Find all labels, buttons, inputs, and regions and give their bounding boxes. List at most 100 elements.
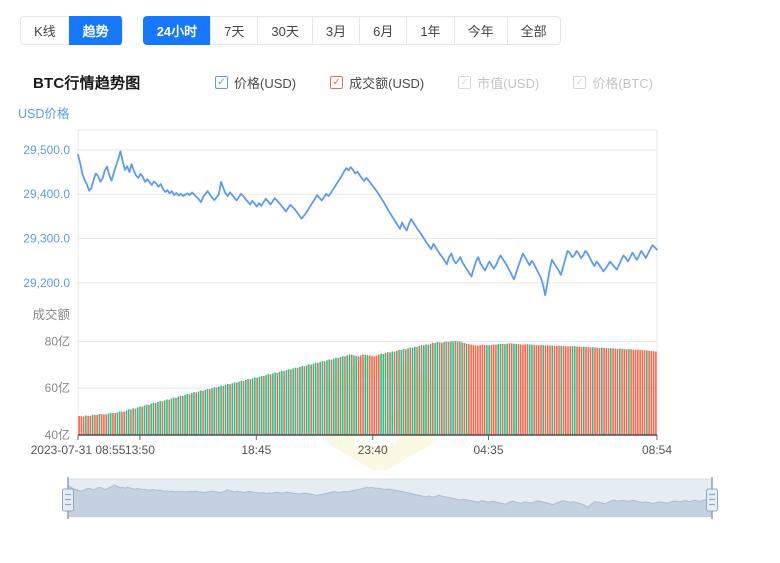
volume-bar [290, 369, 292, 435]
volume-bar [459, 341, 461, 435]
volume-bar [276, 372, 279, 435]
volume-bar [159, 401, 162, 435]
volume-bar [265, 375, 267, 435]
volume-bar [443, 342, 445, 435]
time-range-button-5[interactable]: 1年 [406, 16, 454, 45]
volume-bar [258, 376, 261, 435]
volume-bar [434, 343, 436, 435]
checkbox-icon[interactable]: ✓ [215, 76, 228, 89]
volume-bar [163, 400, 166, 435]
volume-bar [558, 345, 560, 435]
volume-bar [303, 366, 306, 435]
volume-bar [143, 405, 146, 435]
volume-bar [488, 345, 490, 435]
volume-bar [630, 349, 632, 435]
volume-axis-tick-label: 80亿 [45, 333, 70, 348]
volume-bar [326, 360, 328, 435]
volume-bar [564, 346, 567, 435]
x-axis-tick-label: 04:35 [473, 443, 503, 457]
checkbox-icon[interactable]: ✓ [573, 76, 587, 89]
volume-bar [382, 354, 385, 435]
legend-item-1[interactable]: ✓ 成交额(USD) [330, 73, 424, 92]
legend-item-label: 价格(USD) [234, 76, 297, 91]
volume-bar [157, 401, 159, 435]
volume-bar [364, 354, 367, 435]
time-range-button-1[interactable]: 7天 [210, 16, 258, 45]
zoom-slider-track[interactable] [0, 470, 780, 530]
volume-bar [560, 345, 563, 435]
volume-bar [450, 341, 452, 435]
chart-type-button-1[interactable]: 趋势 [68, 16, 123, 45]
chart-legend: ✓ 价格(USD) ✓ 成交额(USD) ✓ 市值(USD) ✓ 价格(BTC) [215, 73, 653, 92]
volume-bar [526, 344, 529, 435]
volume-bar [301, 365, 303, 435]
volume-bar [373, 356, 376, 435]
legend-item-0[interactable]: ✓ 价格(USD) [215, 73, 296, 92]
volume-bar [621, 348, 623, 435]
zoom-handle-left[interactable] [62, 477, 74, 519]
volume-bar [578, 346, 581, 435]
volume-bar [85, 415, 87, 435]
volume-bar [497, 344, 499, 435]
volume-bar [537, 345, 540, 435]
chart-toolbar: K线 趋势 24小时 7天 30天 3月 6月 1年 今年 全部 [20, 16, 561, 45]
volume-bar [227, 383, 229, 435]
volume-bar [136, 407, 139, 435]
chart-plot-area[interactable]: 29,500.0 29,400.0 29,300.0 29,200.0 USD价格 80亿… [0, 100, 780, 470]
volume-bar [468, 344, 470, 435]
volume-bar [96, 414, 98, 435]
volume-bar [112, 413, 114, 435]
time-range-button-0[interactable]: 24小时 [142, 16, 211, 45]
volume-bar [655, 351, 657, 435]
volume-bar [362, 354, 364, 435]
volume-bar [213, 387, 216, 435]
time-range-button-4[interactable]: 6月 [359, 16, 407, 45]
volume-bar [573, 346, 576, 435]
volume-bar [222, 385, 225, 435]
checkbox-icon[interactable]: ✓ [330, 76, 344, 89]
volume-bar [208, 389, 211, 435]
volume-bar [240, 380, 243, 435]
chart-type-button-0[interactable]: K线 [20, 16, 69, 45]
volume-bar [483, 344, 486, 436]
volume-bar [375, 355, 378, 435]
chart-header: BTC行情趋势图 ✓ 价格(USD) ✓ 成交额(USD) ✓ 市值(USD) ✓ 价格(BT… [0, 70, 780, 98]
volume-bar [218, 386, 220, 435]
volume-bar [308, 364, 310, 435]
volume-bar [204, 389, 207, 435]
time-range-button-7[interactable]: 全部 [506, 16, 561, 45]
volume-bar [256, 377, 258, 435]
data-zoom-slider[interactable] [0, 470, 780, 530]
volume-bar [546, 345, 549, 435]
volume-bar [188, 394, 191, 435]
volume-bar [569, 346, 572, 435]
volume-bar [245, 379, 247, 435]
volume-bar [368, 355, 371, 435]
volume-bar [339, 357, 342, 435]
volume-bar [441, 342, 443, 435]
time-range-button-3[interactable]: 3月 [311, 16, 360, 45]
volume-bar [350, 354, 353, 435]
x-axis-tick-label: 13:50 [125, 443, 155, 457]
volume-bar [603, 347, 605, 435]
volume-bar [610, 348, 612, 435]
legend-item-3[interactable]: ✓ 价格(BTC) [573, 73, 653, 92]
volume-bar [150, 403, 153, 435]
volume-bar [562, 346, 565, 435]
volume-bar [628, 349, 630, 435]
volume-bar [359, 355, 362, 435]
volume-bar [576, 346, 578, 435]
volume-bar [643, 350, 646, 435]
legend-item-2[interactable]: ✓ 市值(USD) [458, 73, 539, 92]
checkbox-icon[interactable]: ✓ [458, 76, 472, 89]
price-volume-chart[interactable]: 29,500.0 29,400.0 29,300.0 29,200.0 USD价格 80亿… [0, 100, 780, 470]
volume-bar [82, 416, 85, 435]
volume-bar [639, 349, 641, 435]
zoom-handle-right[interactable] [706, 477, 718, 519]
volume-bar [141, 406, 144, 435]
time-range-button-2[interactable]: 30天 [257, 16, 312, 45]
volume-bar [263, 376, 265, 435]
time-range-button-6[interactable]: 今年 [453, 16, 507, 45]
volume-bar [337, 357, 340, 435]
volume-bar [283, 371, 285, 435]
